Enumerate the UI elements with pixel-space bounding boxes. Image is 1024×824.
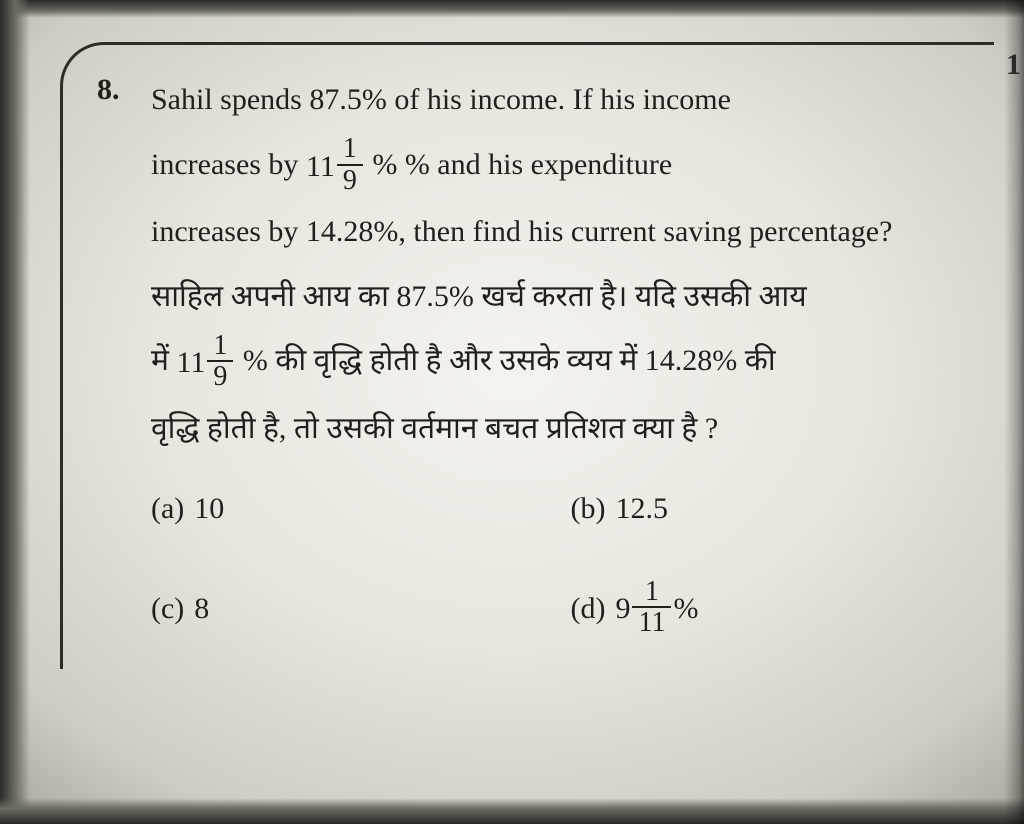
fraction: 19 bbox=[337, 134, 363, 195]
question-hindi-line2: में 1119 % की वृद्धि होती है और उसके व्य… bbox=[151, 332, 960, 394]
fraction-numerator: 1 bbox=[632, 577, 671, 608]
question-hindi-line3: वृद्धि होती है, तो उसकी वर्तमान बचत प्रत… bbox=[151, 400, 960, 459]
mixed-whole: 9 bbox=[615, 580, 630, 639]
text-fragment: % की वृद्धि होती है और उसके व्यय में 14.… bbox=[243, 344, 776, 377]
option-label: (d) bbox=[571, 580, 606, 639]
option-label: (a) bbox=[151, 480, 184, 539]
option-suffix: % bbox=[673, 580, 698, 639]
photo-edge-left bbox=[0, 0, 30, 824]
text-fragment: % % and his expenditure bbox=[372, 148, 672, 181]
fraction-denominator: 9 bbox=[337, 166, 363, 195]
mixed-whole: 11 bbox=[176, 346, 205, 379]
question-english-line1: Sahil spends 87.5% of his income. If his… bbox=[151, 71, 960, 130]
question-number: 8. bbox=[97, 71, 151, 107]
question-english-line2: increases by 1119 % % and his expenditur… bbox=[151, 136, 960, 198]
margin-partial-number: 1 bbox=[1006, 48, 1021, 82]
photographed-page: 1 8. Sahil spends 87.5% of his income. I… bbox=[0, 0, 1024, 824]
fraction-numerator: 1 bbox=[207, 331, 233, 362]
option-value: 8 bbox=[194, 580, 209, 639]
option-value: 12.5 bbox=[615, 480, 668, 539]
page-right-crease bbox=[1004, 0, 1024, 824]
question-body: Sahil spends 87.5% of his income. If his… bbox=[151, 71, 960, 669]
option-label: (c) bbox=[151, 580, 184, 639]
text-fragment: increases by bbox=[151, 148, 306, 181]
question-english-line3: increases by 14.28%, then find his curre… bbox=[151, 203, 960, 262]
text-fragment: में bbox=[151, 344, 176, 377]
question-hindi-line1: साहिल अपनी आय का 87.5% खर्च करता है। यदि… bbox=[151, 268, 960, 327]
photo-edge-top bbox=[0, 0, 1024, 18]
option-a[interactable]: (a) 10 bbox=[151, 480, 541, 539]
mixed-whole: 11 bbox=[306, 149, 335, 182]
option-value: 10 bbox=[194, 480, 224, 539]
fraction: 19 bbox=[207, 331, 233, 392]
option-c[interactable]: (c) 8 bbox=[151, 579, 541, 640]
options-grid: (a) 10 (b) 12.5 (c) 8 (d) 9111% bbox=[151, 480, 960, 669]
option-d[interactable]: (d) 9111% bbox=[571, 579, 961, 640]
photo-edge-bottom bbox=[0, 798, 1024, 824]
question-box: 8. Sahil spends 87.5% of his income. If … bbox=[60, 42, 994, 669]
option-label: (b) bbox=[571, 480, 606, 539]
option-b[interactable]: (b) 12.5 bbox=[571, 480, 961, 539]
fraction-denominator: 9 bbox=[207, 362, 233, 391]
fraction-numerator: 1 bbox=[337, 134, 363, 165]
fraction: 111 bbox=[632, 577, 671, 638]
fraction-denominator: 11 bbox=[632, 608, 671, 637]
question-row: 8. Sahil spends 87.5% of his income. If … bbox=[97, 71, 960, 669]
